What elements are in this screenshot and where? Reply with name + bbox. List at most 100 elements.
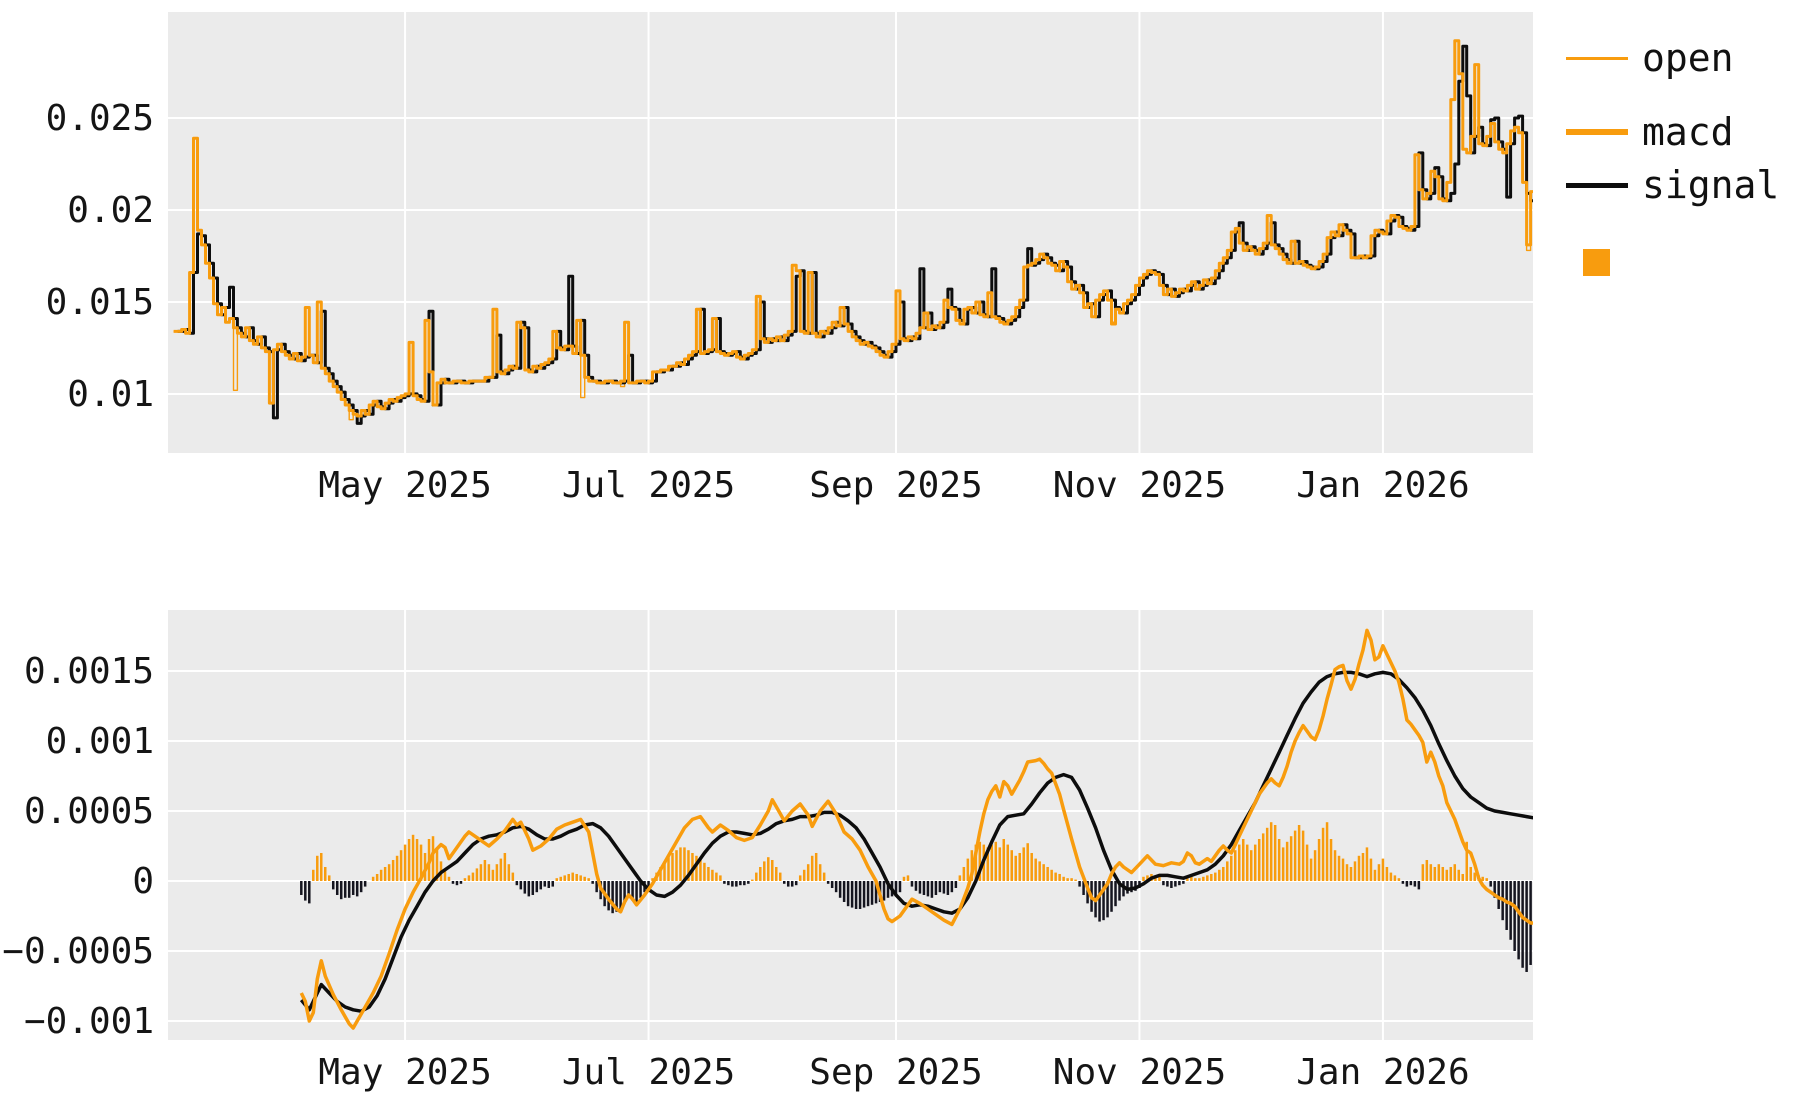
histogram-bar bbox=[790, 880, 794, 887]
histogram-bar bbox=[798, 875, 802, 881]
histogram-bar bbox=[898, 880, 902, 893]
histogram-bar bbox=[751, 879, 754, 881]
y-tick-label: 0.0015 bbox=[24, 651, 154, 692]
histogram-bar bbox=[495, 864, 499, 881]
x-tick-label: Jan 2026 bbox=[1296, 1052, 1469, 1093]
histogram-bar bbox=[467, 875, 471, 881]
histogram-bar bbox=[775, 866, 778, 881]
y-tick-label: 0.02 bbox=[67, 190, 154, 231]
histogram-bar bbox=[391, 859, 395, 881]
histogram-bar bbox=[623, 880, 626, 904]
histogram-bar bbox=[918, 880, 922, 894]
histogram-bar bbox=[802, 869, 806, 881]
histogram-bar bbox=[1038, 861, 1041, 881]
legend-label-signal: signal bbox=[1642, 163, 1780, 207]
x-tick-label: Jan 2026 bbox=[1296, 465, 1469, 506]
histogram-bar bbox=[447, 876, 451, 881]
histogram-bar bbox=[511, 872, 515, 881]
histogram-bar bbox=[1226, 861, 1229, 881]
histogram-bar bbox=[910, 880, 914, 887]
histogram-bar bbox=[763, 861, 766, 881]
histogram-bar bbox=[619, 880, 622, 909]
histogram-bar bbox=[1134, 880, 1137, 891]
histogram-bar bbox=[974, 844, 978, 881]
histogram-bar bbox=[826, 880, 830, 884]
histogram-bar bbox=[1333, 850, 1337, 881]
histogram-bar bbox=[998, 847, 1002, 881]
histogram-bar bbox=[1118, 880, 1121, 901]
histogram-bar bbox=[531, 880, 535, 895]
histogram-bar bbox=[571, 872, 574, 881]
histogram-bar bbox=[759, 866, 762, 881]
histogram-bar bbox=[986, 847, 990, 881]
histogram-bar bbox=[894, 880, 898, 895]
histogram-bar bbox=[1509, 880, 1512, 940]
histogram-bar bbox=[611, 880, 614, 914]
histogram-bar bbox=[1525, 880, 1528, 972]
histogram-bar bbox=[946, 880, 950, 895]
histogram-bar bbox=[583, 876, 586, 881]
histogram-bar bbox=[1237, 844, 1241, 881]
histogram-bar bbox=[1142, 876, 1145, 881]
histogram-bar bbox=[771, 859, 774, 881]
histogram-bar bbox=[810, 855, 814, 881]
histogram-bar bbox=[331, 880, 335, 890]
histogram-bar bbox=[503, 852, 507, 881]
histogram-bar bbox=[359, 880, 363, 893]
histogram-bar bbox=[1305, 844, 1309, 881]
histogram-bar bbox=[862, 880, 866, 908]
histogram-bar bbox=[1241, 838, 1245, 881]
histogram-bar bbox=[830, 880, 834, 888]
histogram-bar bbox=[1373, 869, 1377, 881]
histogram-bar bbox=[978, 841, 982, 881]
histogram-bar bbox=[1210, 873, 1213, 881]
histogram-bar bbox=[1046, 866, 1049, 881]
histogram-bar bbox=[499, 858, 503, 881]
histogram-bar bbox=[1218, 869, 1221, 881]
histogram-bar bbox=[782, 880, 786, 884]
histogram-bar bbox=[343, 880, 347, 898]
histogram-bar bbox=[1489, 880, 1492, 887]
histogram-bar bbox=[555, 878, 558, 881]
histogram-bar bbox=[938, 880, 942, 893]
histogram-bar bbox=[850, 880, 854, 908]
histogram-bar bbox=[1042, 864, 1045, 881]
histogram-bar bbox=[1413, 880, 1417, 887]
histogram-bar bbox=[519, 880, 523, 890]
histogram-bar bbox=[1449, 866, 1453, 881]
x-tick-label: Nov 2025 bbox=[1053, 1052, 1226, 1093]
histogram-bar bbox=[870, 880, 874, 905]
histogram-bar bbox=[515, 880, 519, 886]
histogram-bar bbox=[324, 866, 327, 881]
histogram-bar bbox=[874, 880, 878, 904]
histogram-bar bbox=[1401, 880, 1405, 884]
histogram-bar bbox=[1365, 847, 1369, 881]
histogram-bar bbox=[1010, 850, 1013, 881]
histogram-bar bbox=[587, 878, 590, 881]
histogram-bar bbox=[1417, 880, 1421, 890]
histogram-bar bbox=[312, 869, 315, 881]
histogram-bar bbox=[1214, 872, 1217, 881]
histogram-bar bbox=[1170, 880, 1173, 888]
histogram-bar bbox=[683, 847, 686, 881]
histogram-bar bbox=[463, 878, 467, 881]
histogram-bar bbox=[1521, 880, 1524, 968]
histogram-bar bbox=[1421, 864, 1425, 881]
y-tick-label: 0.0005 bbox=[24, 791, 154, 832]
histogram-bar bbox=[635, 880, 638, 904]
histogram-bar bbox=[1110, 880, 1113, 912]
macd-line-swatch-icon bbox=[1566, 129, 1628, 135]
histogram-bar bbox=[854, 880, 858, 909]
histogram-bar bbox=[483, 859, 487, 881]
histogram-bar bbox=[679, 847, 682, 881]
histogram-bar bbox=[822, 872, 826, 881]
histogram-bar bbox=[379, 869, 383, 881]
histogram-bar bbox=[559, 876, 562, 881]
histogram-bar bbox=[715, 872, 718, 881]
histogram-bar bbox=[459, 880, 463, 884]
histogram-bar bbox=[1357, 855, 1361, 881]
histogram-bar bbox=[954, 880, 958, 888]
histogram-bar bbox=[942, 880, 946, 894]
histogram-bar bbox=[1493, 880, 1496, 898]
histogram-bar bbox=[695, 855, 698, 881]
